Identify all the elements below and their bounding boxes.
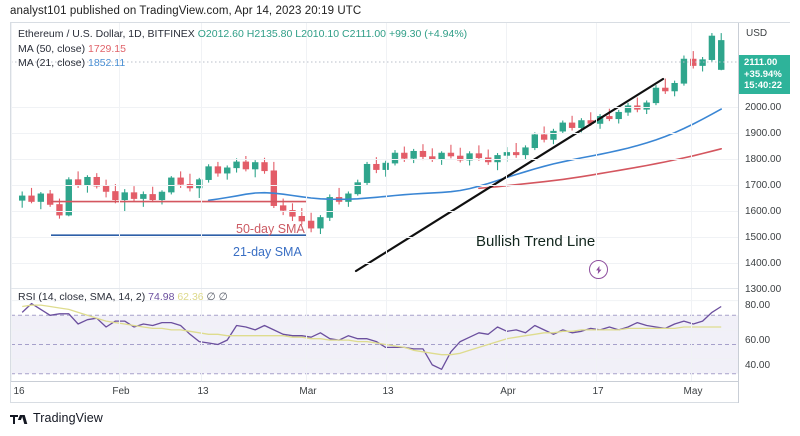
time-axis-divider — [11, 381, 738, 382]
gridline-horizontal — [11, 133, 738, 134]
price-axis-divider — [738, 23, 739, 403]
price-tick: 1900.00 — [745, 128, 782, 139]
price-axis-currency: USD — [746, 28, 768, 39]
lightning-bolt-icon[interactable] — [589, 260, 608, 279]
gridline-horizontal — [11, 237, 738, 238]
rsi-tick: 40.00 — [745, 360, 771, 371]
price-series-canvas — [11, 33, 738, 273]
price-tick: 1800.00 — [745, 154, 782, 165]
pane-divider — [11, 288, 738, 289]
price-tick: 1600.00 — [745, 206, 782, 217]
gridline-vertical — [386, 289, 387, 381]
gridline-horizontal — [11, 107, 738, 108]
gridline-vertical — [119, 289, 120, 381]
gridline-horizontal — [11, 263, 738, 264]
time-tick: 13 — [382, 386, 394, 397]
gridline-vertical — [386, 23, 387, 289]
badge-price: 2111.00 — [744, 57, 778, 68]
price-tick: 1700.00 — [745, 180, 782, 191]
gridline-vertical — [306, 289, 307, 381]
time-tick: Apr — [500, 386, 516, 397]
rsi-series-canvas — [11, 300, 738, 375]
gridline-vertical — [506, 289, 507, 381]
gridline-vertical — [11, 23, 12, 289]
time-tick: 13 — [197, 386, 209, 397]
price-axis[interactable]: USD 2111.00 +35.94% 15:40:22 2000.00 190… — [739, 23, 790, 403]
gridline-vertical — [201, 23, 202, 289]
gridline-vertical — [691, 23, 692, 289]
time-tick: Mar — [299, 386, 317, 397]
badge-time: 15:40:22 — [744, 80, 783, 91]
price-tick: 1400.00 — [745, 258, 782, 269]
publisher-text: analyst101 published on TradingView.com,… — [10, 5, 362, 17]
gridline-vertical — [306, 23, 307, 289]
gridline-horizontal — [11, 185, 738, 186]
tradingview-logo-icon — [10, 412, 27, 425]
price-pane[interactable]: Ethereum / U.S. Dollar, 1D, BITFINEX O20… — [11, 23, 738, 289]
chart-frame: Ethereum / U.S. Dollar, 1D, BITFINEX O20… — [10, 22, 790, 403]
rsi-pane[interactable]: RSI (14, close, SMA, 14, 2) 74.98 62.36 … — [11, 289, 738, 381]
gridline-vertical — [506, 23, 507, 289]
time-axis[interactable]: 16 Feb 13 Mar 13 Apr 17 May — [11, 382, 738, 403]
gridline-vertical — [691, 289, 692, 381]
price-tick: 1300.00 — [745, 284, 782, 295]
gridline-vertical — [11, 289, 12, 381]
time-tick: 16 — [13, 386, 25, 397]
gridline-vertical — [201, 289, 202, 381]
badge-percent: +35.94% — [744, 68, 782, 80]
gridline-vertical — [596, 23, 597, 289]
time-tick: Feb — [112, 386, 130, 397]
time-tick: 17 — [592, 386, 604, 397]
rsi-tick: 60.00 — [745, 335, 771, 346]
footer-brand: TradingView — [10, 408, 103, 428]
rsi-tick: 80.00 — [745, 300, 771, 311]
gridline-horizontal — [11, 211, 738, 212]
price-tick: 1500.00 — [745, 232, 782, 243]
gridline-vertical — [119, 23, 120, 289]
gridline-horizontal — [11, 159, 738, 160]
publisher-caption: analyst101 published on TradingView.com,… — [0, 0, 800, 22]
current-price-badge: 2111.00 +35.94% 15:40:22 — [739, 55, 790, 94]
price-tick: 2000.00 — [745, 102, 782, 113]
time-tick: May — [683, 386, 703, 397]
gridline-vertical — [596, 289, 597, 381]
tradingview-brand-label: TradingView — [33, 411, 103, 425]
